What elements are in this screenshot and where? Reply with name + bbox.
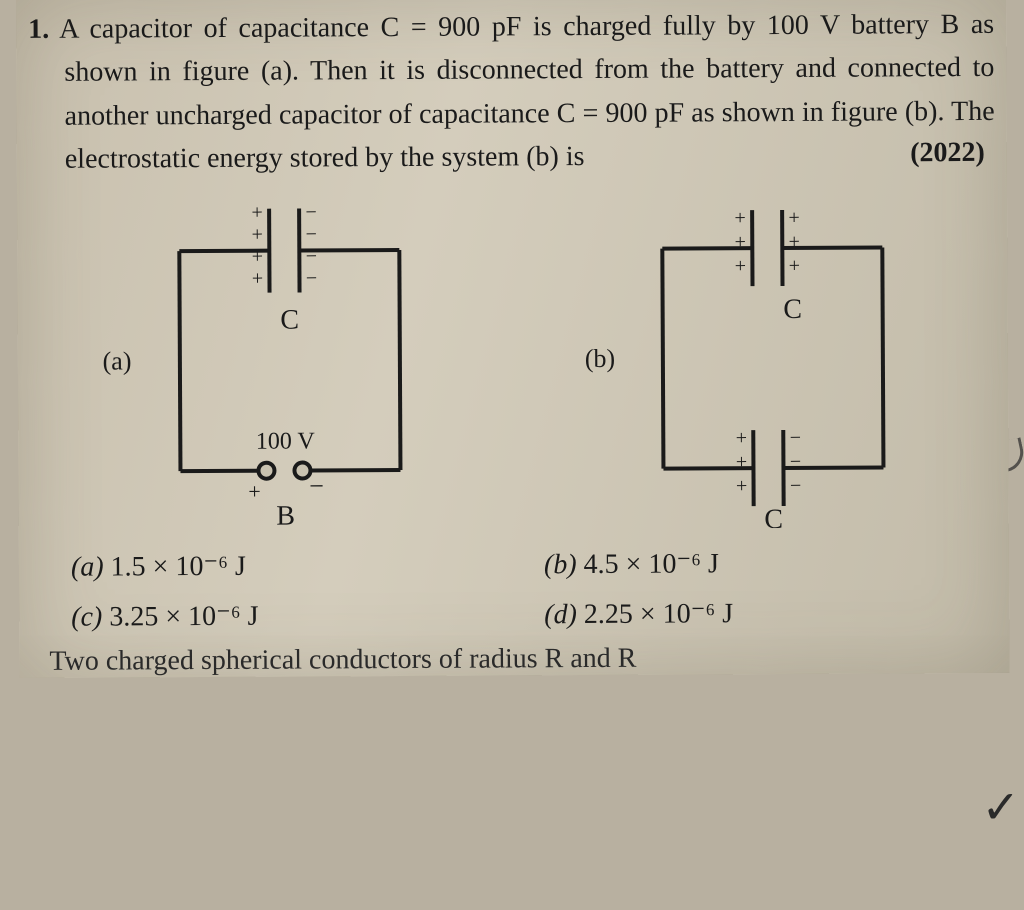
battery-minus: −	[309, 471, 324, 500]
cap-b-sign: −	[790, 450, 801, 472]
cap-b-sign: +	[736, 451, 747, 473]
cap-a-sign: −	[305, 223, 316, 245]
option-c-letter: (c)	[71, 601, 102, 632]
battery-label: B	[276, 500, 295, 531]
voltage-label: 100 V	[255, 428, 315, 454]
battery-plus: +	[248, 478, 261, 503]
cap-a-sign: −	[305, 267, 316, 289]
cap-b-sign: +	[735, 207, 746, 229]
option-d-value: 2.25 × 10⁻⁶ J	[584, 598, 733, 630]
cap-b-sign: +	[735, 231, 746, 253]
option-b-value: 4.5 × 10⁻⁶ J	[584, 548, 719, 580]
page: 1. A capacitor of capacitance C = 900 pF…	[16, 0, 1010, 678]
question-number: 1.	[28, 14, 49, 45]
figure-a-label: (a)	[103, 346, 132, 376]
option-c-value: 3.25 × 10⁻⁶ J	[109, 600, 258, 632]
circuit-a-svg: + + + + − − − − C 100 V + − B	[139, 189, 441, 531]
cap-b-sign: +	[735, 255, 746, 277]
cap-b-sign: +	[789, 254, 800, 276]
cap-b-sign: −	[790, 474, 801, 496]
cutoff-next-question: Two charged spherical conductors of radi…	[31, 628, 997, 677]
option-d-letter: (d)	[544, 599, 577, 630]
cap-b-sign: +	[736, 475, 747, 497]
cap-a-sign: −	[305, 201, 316, 223]
cap-b-sign: +	[789, 230, 800, 252]
option-d: (d) 2.25 × 10⁻⁶ J	[544, 595, 977, 631]
cap-a-sign: +	[251, 245, 262, 267]
option-c: (c) 3.25 × 10⁻⁶ J	[71, 597, 504, 633]
figure-a: (a)	[102, 189, 441, 531]
figure-b-label: (b)	[585, 343, 615, 373]
cap-a-sign: +	[251, 223, 262, 245]
cap-b-sign: −	[790, 426, 801, 448]
option-b-letter: (b)	[544, 549, 577, 580]
option-b: (b) 4.5 × 10⁻⁶ J	[544, 545, 977, 581]
cap-b-bottom-label: C	[765, 504, 784, 529]
option-a-letter: (a)	[71, 551, 104, 582]
cap-a-sign: +	[251, 267, 262, 289]
circuit-b-svg: + + + + + + + + + − − − C C	[622, 187, 924, 529]
cap-a-sign: +	[251, 201, 262, 223]
cap-a-sign: −	[305, 245, 316, 267]
options-grid: (a) 1.5 × 10⁻⁶ J (b) 4.5 × 10⁻⁶ J (c) 3.…	[31, 536, 997, 633]
option-a-value: 1.5 × 10⁻⁶ J	[111, 550, 246, 582]
cap-b-sign: +	[789, 206, 800, 228]
handwritten-checkmark: ✓	[981, 780, 1020, 834]
figure-b: (b)	[584, 187, 924, 529]
option-a: (a) 1.5 × 10⁻⁶ J	[71, 547, 504, 583]
cap-b-sign: +	[736, 427, 747, 449]
cap-a-label: C	[280, 304, 299, 335]
figures-row: (a)	[29, 186, 997, 531]
cap-b-top-label: C	[784, 293, 803, 324]
